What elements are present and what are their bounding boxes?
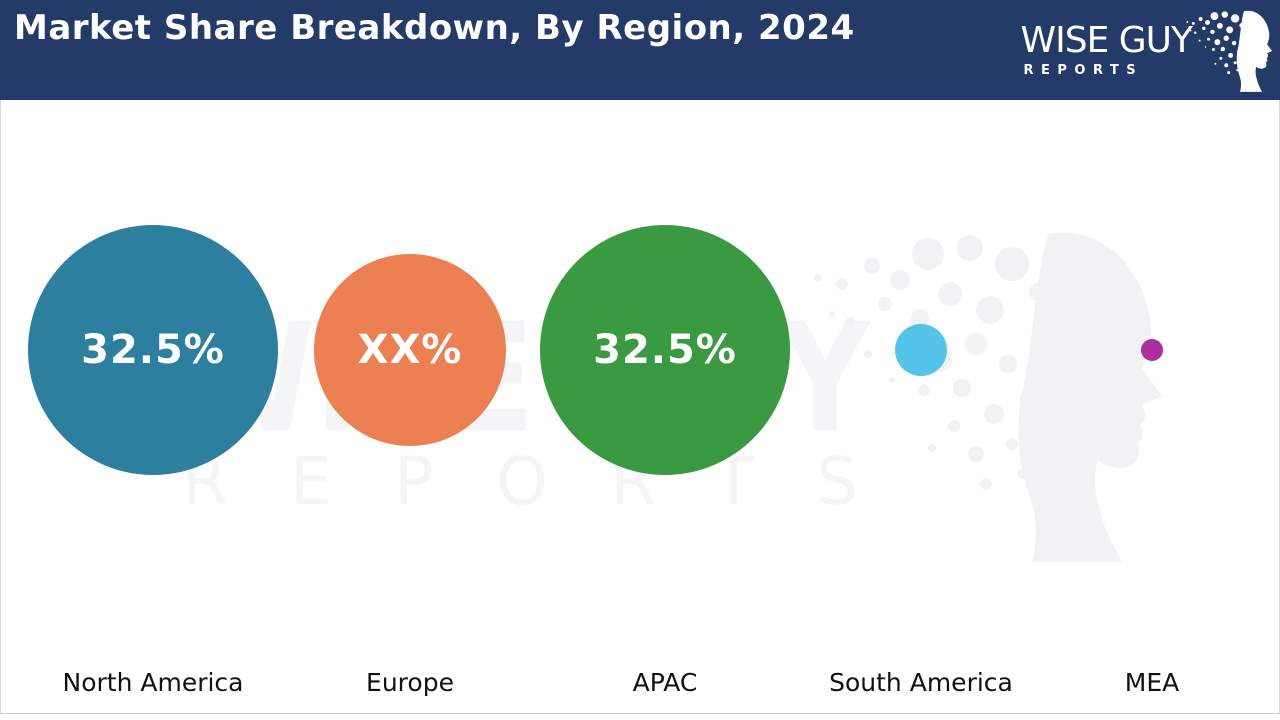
bubble-value-label: 32.5% xyxy=(593,327,737,373)
watermark-head-icon xyxy=(814,232,1162,562)
region-label-south-america: South America xyxy=(829,668,1013,697)
header-bar: Market Share Breakdown, By Region, 2024 … xyxy=(0,0,1280,100)
bubble-mea xyxy=(1141,339,1163,361)
bubble-europe: XX% xyxy=(314,254,506,446)
logo-name: WISE GUY xyxy=(1020,19,1193,61)
region-label-mea: MEA xyxy=(1124,668,1180,697)
bubble-value-label: XX% xyxy=(357,327,463,373)
region-label-europe: Europe xyxy=(366,668,454,697)
bubble-apac: 32.5% xyxy=(540,225,790,475)
logo-subname: REPORTS xyxy=(1023,62,1144,78)
logo-head-icon xyxy=(1186,10,1273,92)
page-title: Market Share Breakdown, By Region, 2024 xyxy=(14,8,855,48)
bubble-value-label: 32.5% xyxy=(81,327,225,373)
wiseguy-logo: WISE GUY REPORTS xyxy=(1021,0,1275,100)
bubble-south-america xyxy=(895,324,947,376)
watermark-line2: REPORTS xyxy=(182,443,858,520)
region-label-north-america: North America xyxy=(62,668,244,697)
logo-text: WISE GUY REPORTS xyxy=(1020,19,1193,78)
region-label-apac: APAC xyxy=(632,668,698,697)
bubble-north-america: 32.5% xyxy=(28,225,278,475)
chart-area: WISE GUY REPORTS 32.5% XX% 32.5% North Ame… xyxy=(0,100,1280,720)
